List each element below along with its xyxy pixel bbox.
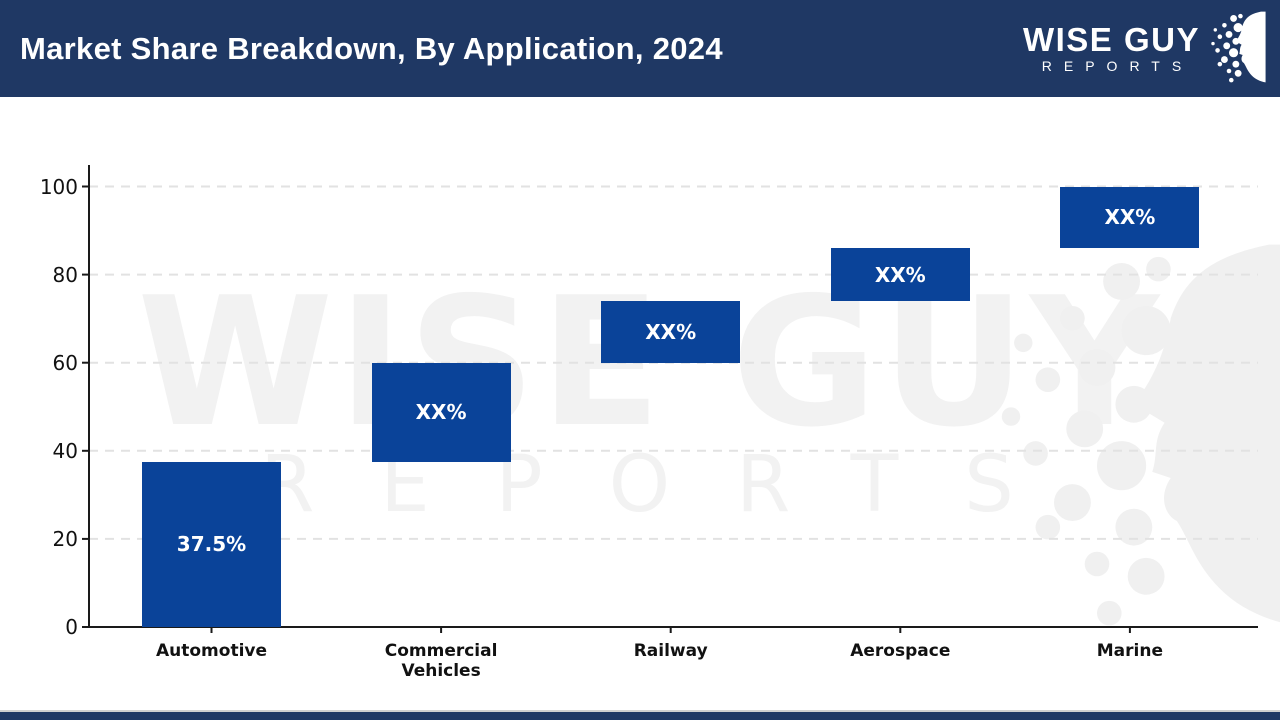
wiseguy-logo: WISE GUY REPORTS <box>1023 6 1270 92</box>
footer-bar <box>0 710 1280 720</box>
logo-text: WISE GUY REPORTS <box>1023 23 1200 75</box>
header-bar: Market Share Breakdown, By Application, … <box>0 0 1280 97</box>
logo-reports-text: REPORTS <box>1041 58 1194 74</box>
logo-wiseguy-text: WISE GUY <box>1022 21 1200 58</box>
logo-face-icon <box>1211 11 1266 83</box>
page-title: Market Share Breakdown, By Application, … <box>20 30 723 66</box>
